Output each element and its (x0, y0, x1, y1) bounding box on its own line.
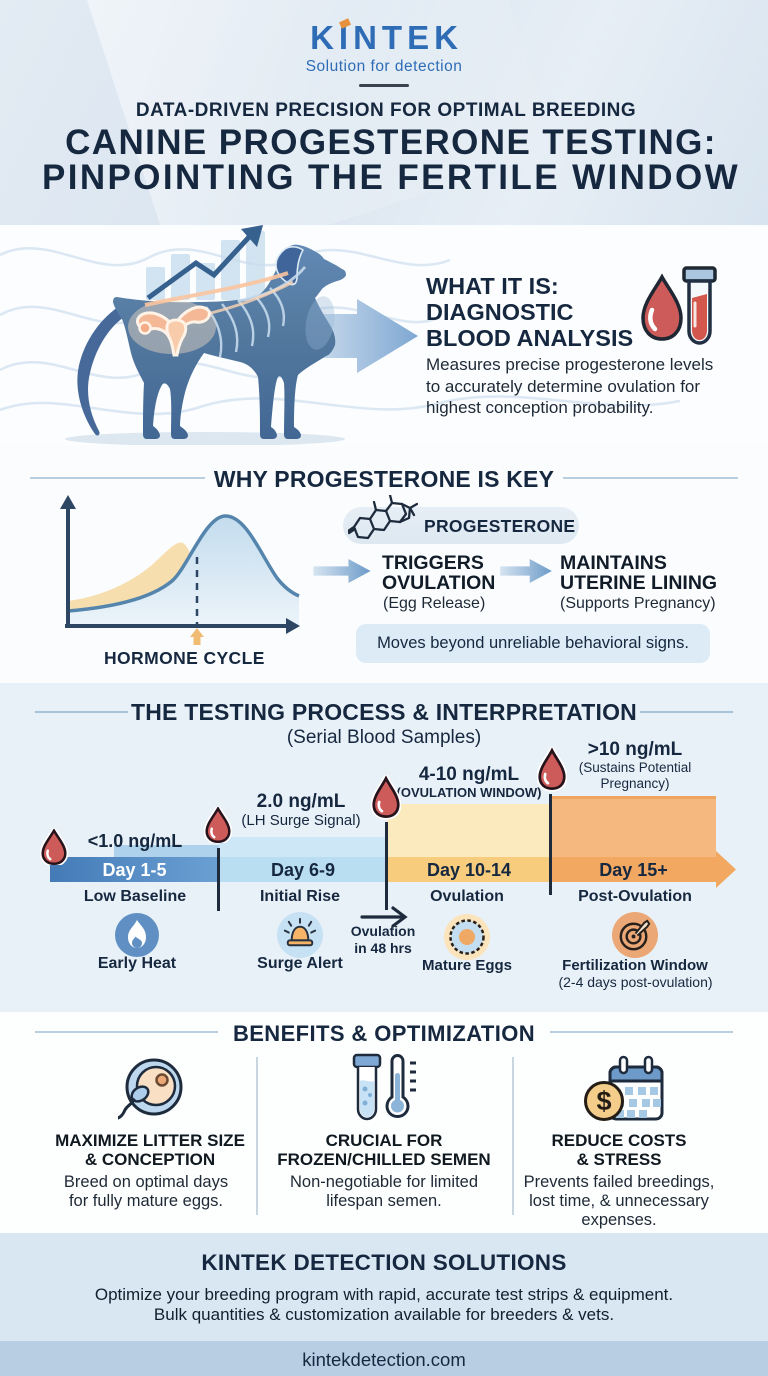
svg-text:$: $ (596, 1086, 611, 1116)
